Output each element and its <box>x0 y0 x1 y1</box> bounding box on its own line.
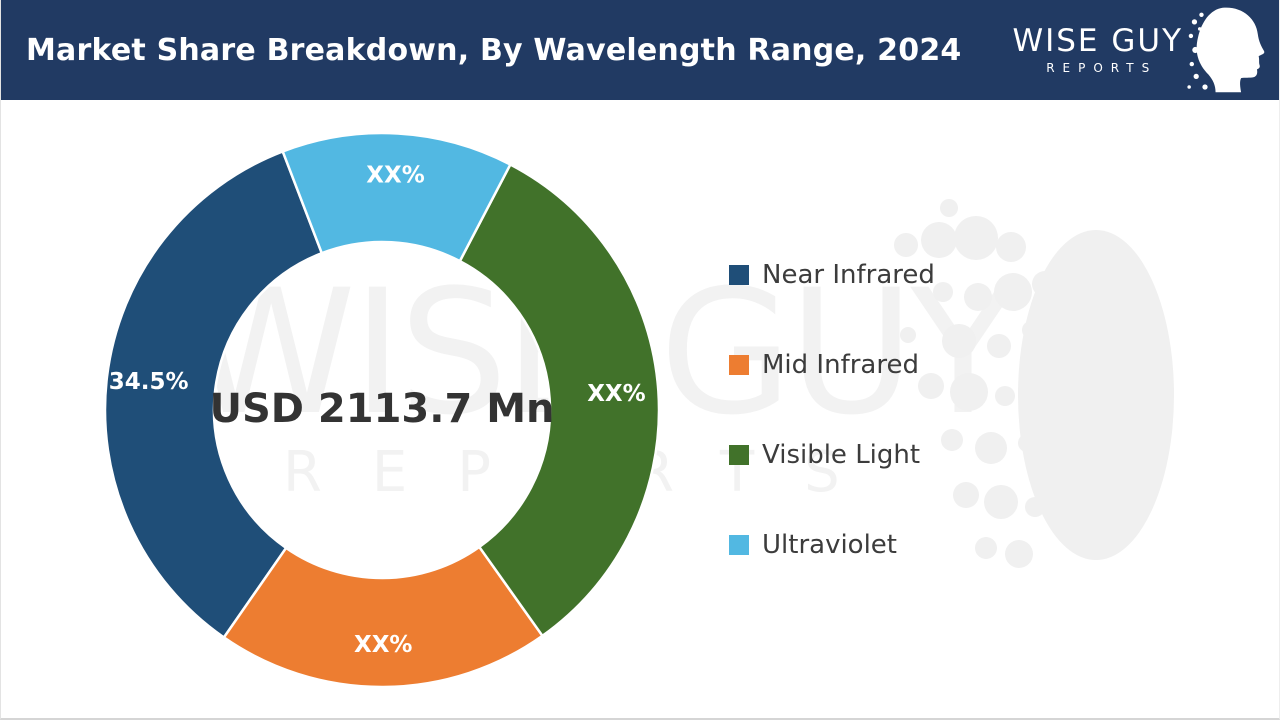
slice-label-near-infrared: 34.5% <box>109 369 189 395</box>
legend-label: Near Infrared <box>762 260 935 290</box>
legend-item-near-infrared: Near Infrared <box>729 260 935 290</box>
slice-label-ultraviolet: XX% <box>366 162 425 188</box>
legend-item-ultraviolet: Ultraviolet <box>729 530 935 560</box>
wiseguy-logo: WISE GUY REPORTS <box>1012 4 1267 96</box>
pie-slice-near-infrared <box>103 150 324 639</box>
pie-slice-ultraviolet <box>281 131 512 263</box>
legend-label: Mid Infrared <box>762 350 919 380</box>
chart-center-value: USD 2113.7 Mn <box>210 386 555 432</box>
legend-swatch-ultraviolet <box>729 535 749 555</box>
legend-swatch-near-infrared <box>729 265 749 285</box>
wiseguy-head-icon <box>1187 7 1265 93</box>
legend-label: Ultraviolet <box>762 530 898 560</box>
legend-item-mid-infrared: Mid Infrared <box>729 350 935 380</box>
watermark-head-silhouette <box>1018 230 1174 560</box>
header-bar: Market Share Breakdown, By Wavelength Ra… <box>1 0 1279 100</box>
legend-swatch-visible-light <box>729 445 749 465</box>
page-title: Market Share Breakdown, By Wavelength Ra… <box>26 32 962 68</box>
slice-label-mid-infrared: XX% <box>354 632 413 658</box>
pie-slice-visible-light <box>458 163 661 638</box>
wiseguy-logo-wordmark: WISE GUY <box>1012 23 1183 59</box>
legend-swatch-mid-infrared <box>729 355 749 375</box>
legend-label: Visible Light <box>762 440 921 470</box>
chart-legend: Near Infrared Mid Infrared Visible Light… <box>729 260 935 620</box>
pie-slice-mid-infrared <box>222 545 544 689</box>
wiseguy-logo-subtext: REPORTS <box>1046 61 1158 75</box>
wiseguy-logo-text: WISE GUY REPORTS <box>1012 23 1183 75</box>
legend-item-visible-light: Visible Light <box>729 440 935 470</box>
slice-label-visible-light: XX% <box>587 381 646 407</box>
